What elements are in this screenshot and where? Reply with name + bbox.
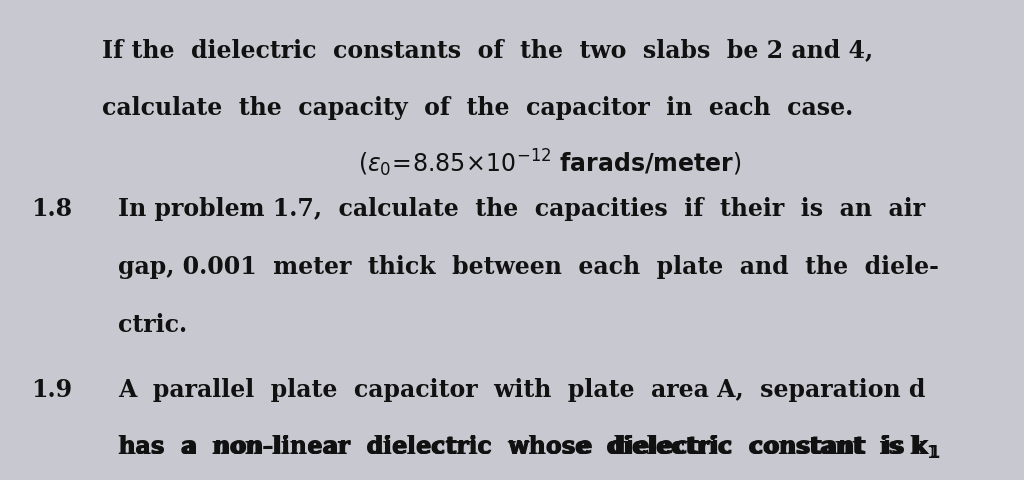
Text: has  a  non-linear  dielectric  whose  dielectric  constant  is k$_{\mathbf{1}}$: has a non-linear dielectric whose dielec… xyxy=(118,433,940,460)
Text: 1.8: 1.8 xyxy=(31,197,72,221)
Text: gap, 0.001  meter  thick  between  each  plate  and  the  diele-: gap, 0.001 meter thick between each plat… xyxy=(118,254,939,278)
Text: calculate  the  capacity  of  the  capacitor  in  each  case.: calculate the capacity of the capacitor … xyxy=(102,96,854,120)
Text: ctric.: ctric. xyxy=(118,312,187,336)
Text: 1.9: 1.9 xyxy=(31,377,72,401)
Text: If the  dielectric  constants  of  the  two  slabs  be 2 and 4,: If the dielectric constants of the two s… xyxy=(102,38,873,62)
Text: $(\epsilon_0\!=\!8.85\!\times\!10^{-12}\ \mathregular{farads/meter})$: $(\epsilon_0\!=\!8.85\!\times\!10^{-12}\… xyxy=(358,147,742,179)
Text: A  parallel  plate  capacitor  with  plate  area A,  separation d: A parallel plate capacitor with plate ar… xyxy=(118,377,925,401)
Text: In problem 1.7,  calculate  the  capacities  if  their  is  an  air: In problem 1.7, calculate the capacities… xyxy=(118,197,925,221)
Text: has  a  non-linear  dielectric  whose  dielectric  constant  is k$_{1}$: has a non-linear dielectric whose dielec… xyxy=(118,433,938,460)
Text: has  a  non-linear  dielectric  whose  dielectric  constant  is k: has a non-linear dielectric whose dielec… xyxy=(118,434,926,458)
